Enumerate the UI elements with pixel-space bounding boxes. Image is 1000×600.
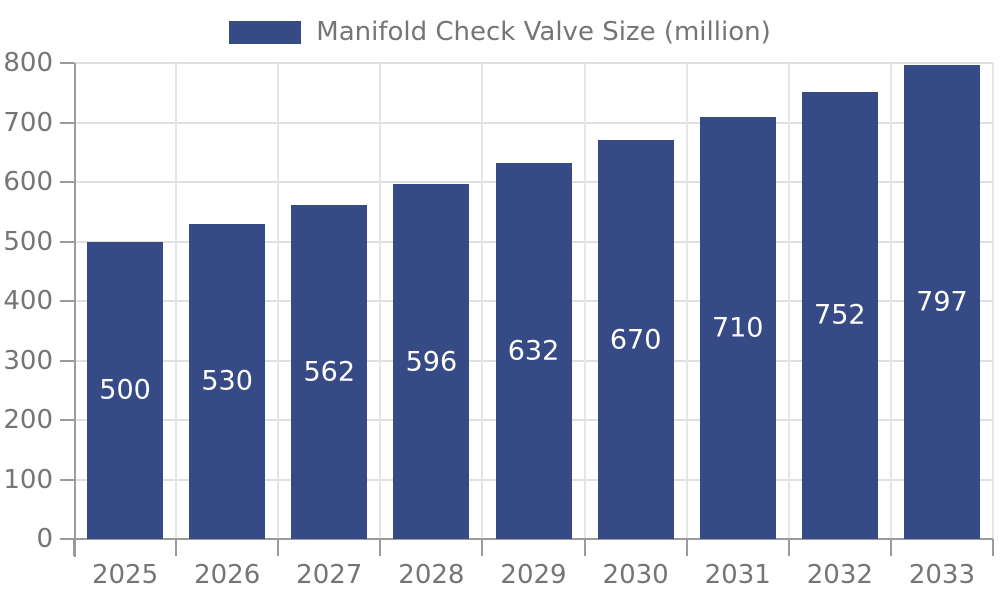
legend: Manifold Check Valve Size (million) — [0, 17, 1000, 47]
v-gridline — [175, 63, 178, 539]
y-tick — [60, 419, 74, 421]
y-tick-label: 800 — [3, 48, 53, 78]
v-gridline — [889, 63, 892, 539]
bar: 596 — [393, 184, 470, 539]
x-tick — [685, 539, 688, 556]
x-tick — [889, 539, 892, 556]
bar-value-label: 596 — [405, 346, 458, 378]
y-tick — [60, 478, 74, 481]
x-tick-label: 2026 — [194, 560, 261, 590]
y-tick-label: 300 — [3, 345, 53, 376]
x-axis-line — [60, 538, 993, 540]
y-tick-label: 500 — [3, 226, 53, 257]
plot-area: 0 100 200 300 400 500 600 700 800 500 2025 530 2026 5… — [3, 48, 994, 590]
v-gridline — [583, 63, 586, 539]
h-gridline — [74, 121, 993, 124]
bar: 710 — [699, 116, 776, 539]
h-gridline — [74, 62, 993, 64]
bar: 670 — [597, 140, 674, 539]
legend-label: Manifold Check Valve Size (million) — [316, 17, 771, 47]
bar: 632 — [495, 162, 572, 539]
bar-value-label: 710 — [711, 312, 764, 344]
x-tick — [481, 539, 484, 556]
v-gridline — [992, 63, 994, 539]
v-gridline — [379, 63, 382, 539]
x-tick — [379, 539, 382, 556]
bar: 530 — [189, 223, 266, 539]
x-tick — [583, 539, 586, 556]
x-tick-label: 2029 — [500, 560, 567, 590]
bar: 500 — [87, 241, 164, 539]
x-tick — [992, 539, 994, 556]
legend-swatch — [229, 20, 302, 44]
y-tick — [60, 62, 74, 64]
bar: 797 — [903, 64, 980, 539]
y-tick — [60, 121, 74, 124]
x-tick-label: 2028 — [398, 560, 465, 590]
x-tick-label: 2027 — [296, 560, 363, 590]
bar-value-label: 500 — [99, 374, 151, 406]
bar-value-label: 530 — [201, 365, 253, 397]
bar-value-label: 752 — [814, 299, 866, 331]
y-tick — [60, 240, 74, 243]
bar: 562 — [291, 204, 368, 539]
bar-value-label: 562 — [303, 356, 356, 388]
bar-value-label: 632 — [507, 335, 560, 367]
y-tick-label: 100 — [3, 464, 53, 495]
x-tick-label: 2033 — [908, 560, 976, 590]
bar-value-label: 670 — [609, 324, 662, 356]
x-tick — [277, 539, 280, 556]
v-gridline — [481, 63, 484, 539]
x-tick-label: 2032 — [806, 560, 873, 590]
y-tick — [60, 181, 74, 183]
y-tick-label: 0 — [36, 524, 53, 554]
v-gridline — [277, 63, 280, 539]
y-axis-line — [74, 63, 76, 557]
x-tick — [175, 539, 178, 556]
y-tick — [60, 300, 74, 302]
v-gridline — [787, 63, 790, 539]
x-tick-label: 2030 — [602, 560, 669, 590]
y-tick-label: 700 — [3, 107, 53, 138]
y-tick-label: 200 — [3, 405, 53, 435]
x-tick — [787, 539, 790, 556]
x-tick-label: 2025 — [91, 560, 159, 590]
v-gridline — [685, 63, 688, 539]
bar-value-label: 797 — [916, 286, 968, 318]
y-tick-label: 400 — [3, 286, 53, 316]
y-tick — [60, 359, 74, 362]
y-tick-label: 600 — [3, 167, 53, 197]
x-tick-label: 2031 — [704, 560, 771, 590]
bar: 752 — [801, 91, 878, 539]
